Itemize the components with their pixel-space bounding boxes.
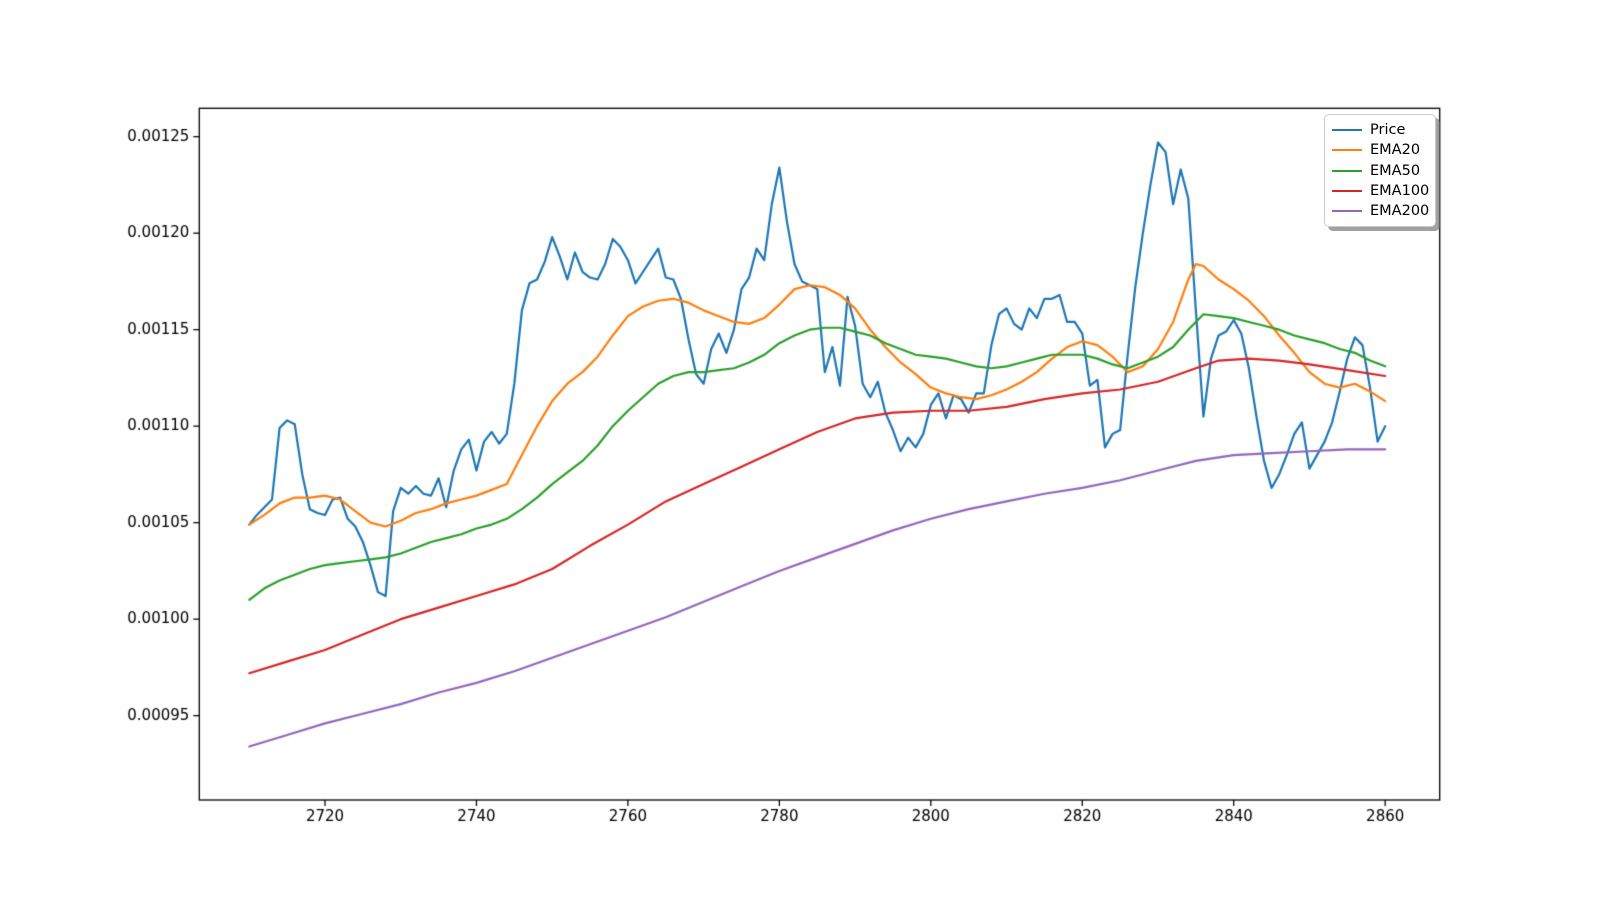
legend-item-price: Price	[1332, 120, 1428, 140]
legend-item-ema20: EMA20	[1332, 140, 1428, 160]
legend-label: EMA100	[1370, 183, 1430, 200]
ema50-line-swatch	[1332, 169, 1362, 172]
legend-label: EMA20	[1370, 142, 1421, 159]
ema200-line-swatch	[1332, 210, 1362, 213]
legend-item-ema200: EMA200	[1332, 201, 1430, 221]
legend-item-ema50: EMA50	[1332, 161, 1428, 181]
legend-item-ema100: EMA100	[1332, 181, 1430, 201]
price-line-swatch	[1332, 129, 1362, 132]
legend: Price EMA20 EMA50 EMA100 EMA200	[1324, 114, 1436, 228]
ema20-line-swatch	[1332, 149, 1362, 152]
legend-label: EMA50	[1370, 162, 1421, 179]
legend-label: Price	[1370, 122, 1406, 139]
legend-label: EMA200	[1370, 203, 1430, 220]
ema100-line-swatch	[1332, 190, 1362, 193]
